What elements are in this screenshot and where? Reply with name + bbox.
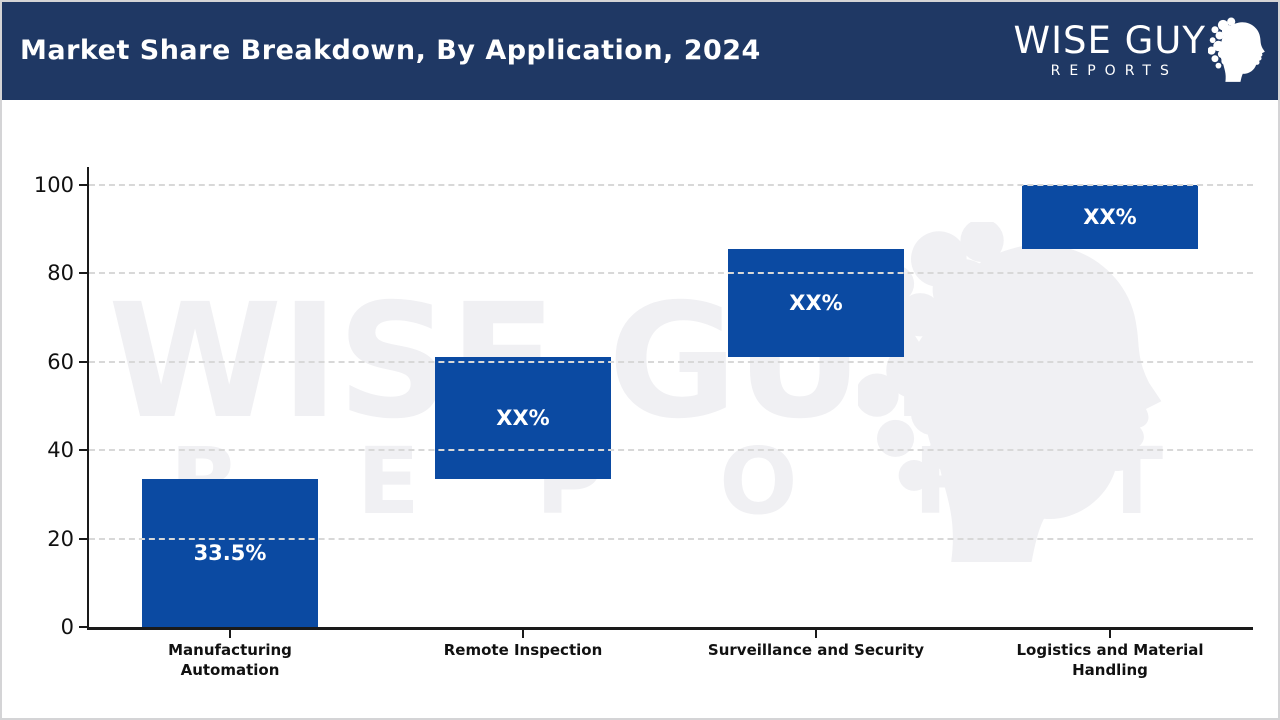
gridline-40 [89, 449, 1253, 452]
x-tick-mark [229, 630, 231, 638]
y-axis-line [87, 167, 89, 629]
chart-title: Market Share Breakdown, By Application, … [20, 34, 761, 66]
bar-value-label: XX% [1083, 205, 1137, 230]
logo-text: WISE GUY REPORTS [1013, 19, 1206, 80]
bar-value-label: XX% [496, 406, 550, 431]
x-category-label: Logistics and Material Handling [1016, 641, 1204, 679]
x-tick-mark [1109, 630, 1111, 638]
bar-segment [728, 249, 904, 358]
y-tick-label: 60 [47, 349, 74, 374]
y-tick-mark [79, 449, 87, 452]
bar-value-label: 33.5% [193, 540, 267, 565]
bar-segment [435, 357, 611, 479]
x-category-label: Surveillance and Security [707, 641, 925, 659]
y-tick-mark [79, 184, 87, 186]
y-tick-label: 100 [33, 173, 74, 197]
x-tick-mark [815, 630, 817, 638]
x-category-label: Remote Inspection [443, 641, 603, 659]
x-category-label: Manufacturing Automation [168, 641, 292, 679]
gridline-80 [89, 272, 1253, 275]
bar-segment [142, 478, 318, 627]
y-tick-mark [79, 360, 87, 363]
y-tick-label: 20 [47, 526, 74, 551]
logo-head-icon [1208, 17, 1265, 82]
x-tick-mark [522, 630, 524, 638]
logo-wiseguy-text: WISE GUY [1013, 19, 1206, 62]
y-tick-mark [79, 626, 87, 628]
y-tick-mark [79, 272, 87, 275]
gridline-60 [89, 360, 1253, 363]
bar-segment [1022, 185, 1198, 250]
x-axis-line [87, 627, 1253, 630]
watermark-head-icon [858, 222, 1162, 562]
gridline-100 [89, 184, 1253, 186]
y-tick-mark [79, 537, 87, 540]
logo-reports-text: REPORTS [1050, 63, 1178, 79]
y-tick-label: 0 [60, 615, 74, 639]
y-tick-label: 40 [47, 438, 74, 463]
wise-guy-logo: WISE GUY REPORTS [1014, 6, 1266, 94]
header-bar: Market Share Breakdown, By Application, … [0, 0, 1280, 100]
gridline-20 [89, 537, 1253, 540]
y-tick-label: 80 [47, 261, 74, 286]
bar-value-label: XX% [789, 291, 843, 316]
